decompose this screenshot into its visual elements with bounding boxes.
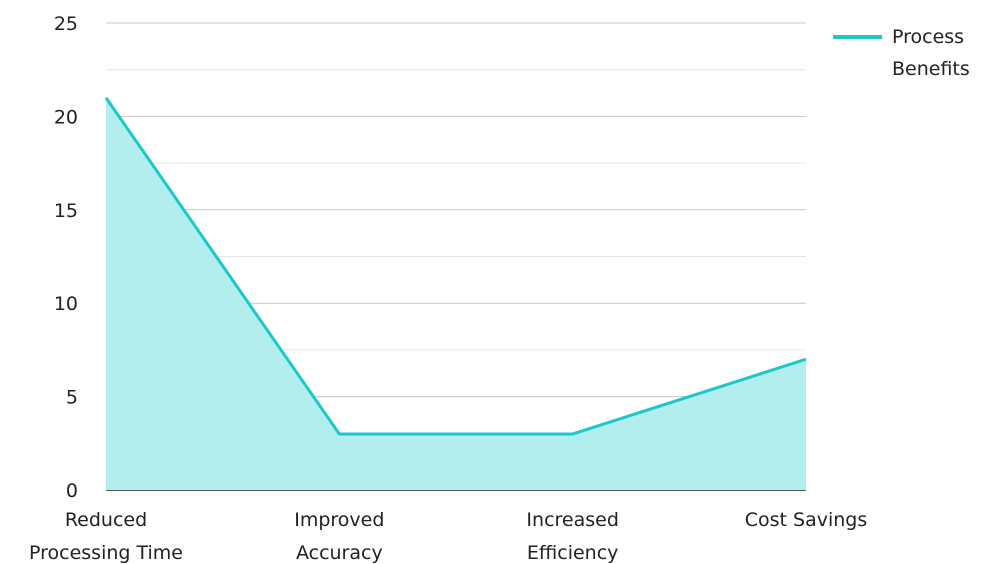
y-tick-label: 25	[54, 13, 78, 35]
x-tick-label: Cost Savings	[745, 509, 868, 531]
x-tick-label: Improved	[294, 509, 384, 531]
x-tick-label: Accuracy	[296, 542, 383, 564]
y-tick-label: 20	[54, 106, 78, 128]
y-tick-label: 5	[66, 387, 78, 409]
legend-label: Process	[892, 26, 964, 48]
y-tick-label: 10	[54, 293, 78, 315]
y-tick-label: 0	[66, 480, 78, 502]
series-line	[104, 96, 807, 436]
y-axis-ticks: 0 5 10 15 20 25	[54, 13, 78, 502]
legend: Process Benefits	[833, 26, 970, 80]
x-tick-label: Increased	[526, 509, 618, 531]
x-tick-label: Processing Time	[29, 542, 183, 564]
x-tick-label: Reduced	[65, 509, 147, 531]
x-axis-ticks: Reduced Processing Time Improved Accuracy In…	[29, 509, 867, 564]
legend-label: Benefits	[892, 58, 970, 80]
series-area	[104, 96, 807, 490]
y-tick-label: 15	[54, 200, 78, 222]
x-tick-label: Efficiency	[527, 542, 619, 564]
series-fill	[106, 97, 806, 490]
